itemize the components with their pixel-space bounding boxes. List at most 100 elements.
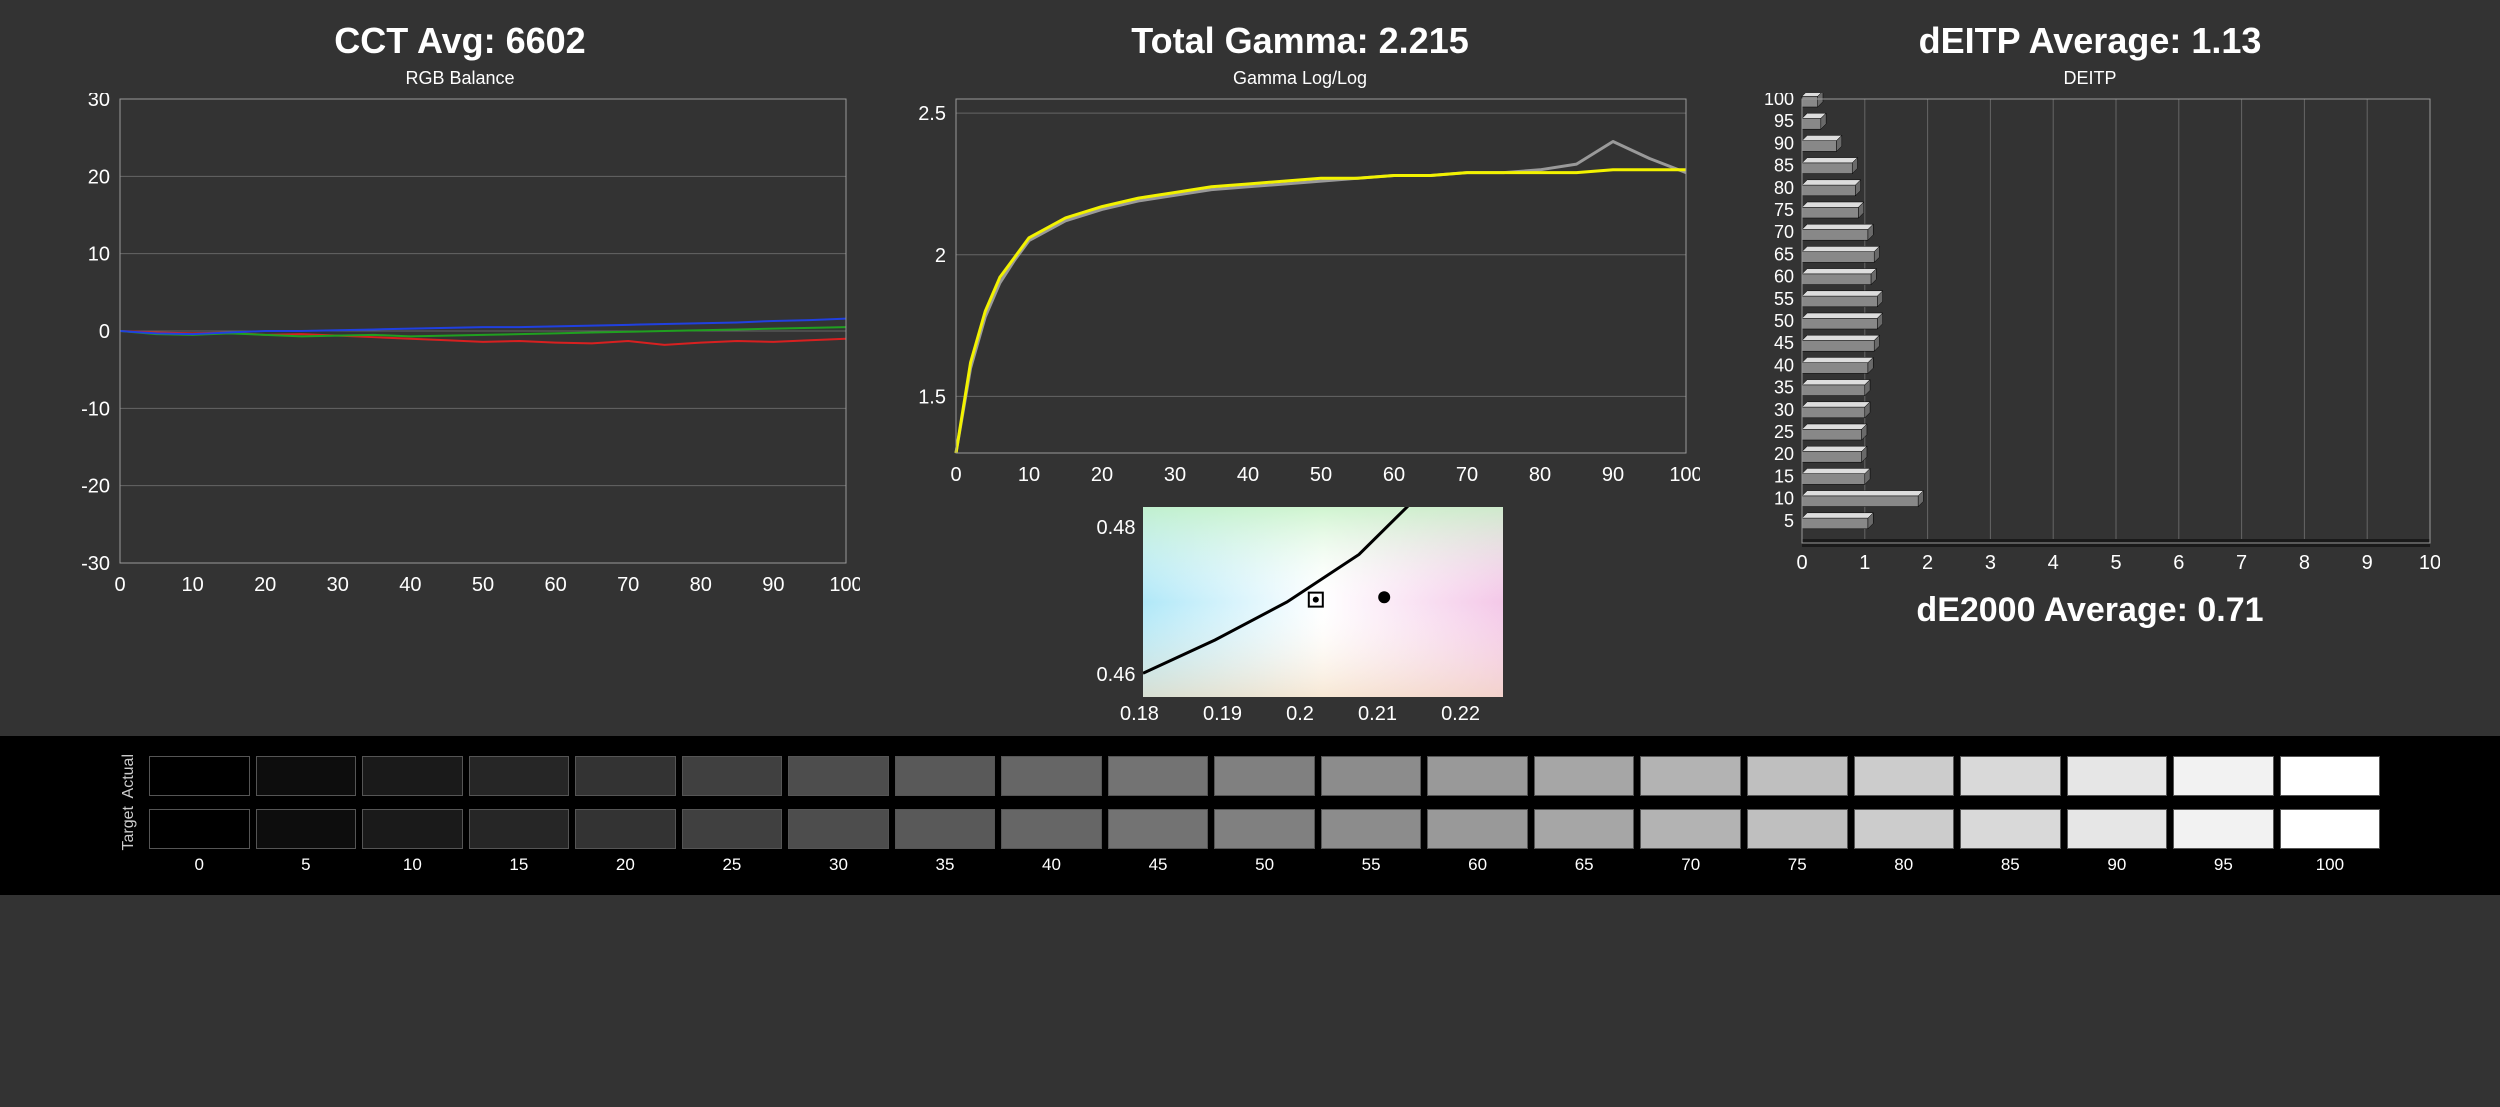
grayscale-stop-label: 60 bbox=[1427, 855, 1528, 875]
cie-xtick: 0.22 bbox=[1441, 703, 1480, 726]
grayscale-swatch-target bbox=[1534, 809, 1635, 849]
svg-text:20: 20 bbox=[1091, 464, 1113, 486]
grayscale-swatch-target bbox=[1640, 809, 1741, 849]
grayscale-swatch-target bbox=[1854, 809, 1955, 849]
rgb-balance-subtitle: RGB Balance bbox=[405, 68, 514, 89]
grayscale-stop-label: 75 bbox=[1747, 855, 1848, 875]
charts-row: CCT Avg: 6602 RGB Balance -30-20-1001020… bbox=[0, 0, 2500, 736]
svg-text:100: 100 bbox=[829, 574, 860, 596]
grayscale-stop-label: 10 bbox=[362, 855, 463, 875]
cie-panel: 0.480.46 0.180.190.20.210.22 bbox=[900, 493, 1700, 726]
svg-text:40: 40 bbox=[399, 574, 421, 596]
grayscale-stop-label: 40 bbox=[1001, 855, 1102, 875]
svg-text:8: 8 bbox=[2299, 552, 2310, 574]
cie-xtick: 0.21 bbox=[1358, 703, 1397, 726]
svg-text:10: 10 bbox=[88, 244, 110, 266]
grayscale-swatch-actual bbox=[1534, 756, 1635, 796]
grayscale-swatch-actual bbox=[788, 756, 889, 796]
grayscale-swatch-target bbox=[1427, 809, 1528, 849]
svg-text:20: 20 bbox=[88, 166, 110, 188]
svg-text:75: 75 bbox=[1774, 200, 1794, 220]
actual-row-label: Actual bbox=[120, 754, 144, 798]
grayscale-swatch-actual bbox=[1001, 756, 1102, 796]
grayscale-swatch-target bbox=[469, 809, 570, 849]
deitp-avg-title: dEITP Average: 1.13 bbox=[1919, 20, 2262, 62]
target-row-label: Target bbox=[120, 806, 144, 850]
grayscale-swatch-actual bbox=[575, 756, 676, 796]
grayscale-swatch-actual bbox=[469, 756, 570, 796]
cie-x-axis-labels: 0.180.190.20.210.22 bbox=[1120, 703, 1480, 726]
svg-text:90: 90 bbox=[762, 574, 784, 596]
gamma-subtitle: Gamma Log/Log bbox=[1233, 68, 1367, 89]
svg-text:60: 60 bbox=[544, 574, 566, 596]
grayscale-swatch-actual bbox=[2173, 756, 2274, 796]
grayscale-stop-label: 45 bbox=[1108, 855, 1209, 875]
svg-text:35: 35 bbox=[1774, 378, 1794, 398]
grayscale-stop-label: 70 bbox=[1640, 855, 1741, 875]
svg-text:0: 0 bbox=[99, 321, 110, 343]
svg-text:40: 40 bbox=[1237, 464, 1259, 486]
svg-text:65: 65 bbox=[1774, 244, 1794, 264]
deitp-panel: dEITP Average: 1.13 DEITP 01234567891051… bbox=[1740, 20, 2440, 726]
grayscale-swatch-actual bbox=[1854, 756, 1955, 796]
grayscale-swatch-actual bbox=[362, 756, 463, 796]
svg-text:50: 50 bbox=[1774, 311, 1794, 331]
rgb-balance-panel: CCT Avg: 6602 RGB Balance -30-20-1001020… bbox=[60, 20, 860, 726]
grayscale-actual-row: Actual bbox=[120, 754, 2380, 798]
svg-text:6: 6 bbox=[2173, 552, 2184, 574]
svg-text:30: 30 bbox=[1774, 400, 1794, 420]
svg-text:10: 10 bbox=[181, 574, 203, 596]
grayscale-swatch-target bbox=[1001, 809, 1102, 849]
grayscale-swatch-actual bbox=[1321, 756, 1422, 796]
svg-text:-20: -20 bbox=[81, 476, 110, 498]
svg-text:2.5: 2.5 bbox=[918, 103, 946, 125]
svg-text:100: 100 bbox=[1764, 93, 1794, 109]
grayscale-swatch-target bbox=[1214, 809, 1315, 849]
svg-text:2: 2 bbox=[935, 245, 946, 267]
grayscale-swatch-target bbox=[788, 809, 889, 849]
svg-text:10: 10 bbox=[1774, 489, 1794, 509]
svg-text:80: 80 bbox=[1529, 464, 1551, 486]
svg-text:80: 80 bbox=[690, 574, 712, 596]
cie-xtick: 0.2 bbox=[1286, 703, 1314, 726]
svg-text:4: 4 bbox=[2048, 552, 2059, 574]
grayscale-swatch-actual bbox=[1640, 756, 1741, 796]
svg-text:90: 90 bbox=[1774, 133, 1794, 153]
svg-text:60: 60 bbox=[1774, 267, 1794, 287]
svg-text:0: 0 bbox=[950, 464, 961, 486]
grayscale-swatch-target bbox=[2280, 809, 2381, 849]
svg-text:1: 1 bbox=[1859, 552, 1870, 574]
deitp-chart: 0123456789105101520253035404550556065707… bbox=[1740, 93, 2440, 583]
svg-text:45: 45 bbox=[1774, 333, 1794, 353]
grayscale-swatch-target bbox=[256, 809, 357, 849]
grayscale-stop-label: 95 bbox=[2173, 855, 2274, 875]
cct-avg-title: CCT Avg: 6602 bbox=[334, 20, 585, 62]
svg-text:-30: -30 bbox=[81, 553, 110, 575]
svg-text:70: 70 bbox=[617, 574, 639, 596]
svg-text:10: 10 bbox=[1018, 464, 1040, 486]
svg-text:25: 25 bbox=[1774, 422, 1794, 442]
gamma-chart: 1.522.50102030405060708090100 bbox=[900, 93, 1700, 493]
svg-text:55: 55 bbox=[1774, 289, 1794, 309]
grayscale-swatch-actual bbox=[2280, 756, 2381, 796]
cie-xtick: 0.18 bbox=[1120, 703, 1159, 726]
de2000-avg-title: dE2000 Average: 0.71 bbox=[1916, 591, 2263, 630]
grayscale-stop-label: 15 bbox=[469, 855, 570, 875]
grayscale-swatch-target bbox=[2173, 809, 2274, 849]
grayscale-swatch-actual bbox=[256, 756, 357, 796]
grayscale-swatch-actual bbox=[1960, 756, 2061, 796]
svg-text:85: 85 bbox=[1774, 156, 1794, 176]
grayscale-stop-labels: 0510152025303540455055606570758085909510… bbox=[149, 855, 2380, 875]
svg-text:7: 7 bbox=[2236, 552, 2247, 574]
svg-text:5: 5 bbox=[1784, 511, 1794, 531]
svg-text:2: 2 bbox=[1922, 552, 1933, 574]
grayscale-stop-label: 5 bbox=[256, 855, 357, 875]
grayscale-stop-label: 50 bbox=[1214, 855, 1315, 875]
grayscale-stop-label: 35 bbox=[895, 855, 996, 875]
deitp-subtitle: DEITP bbox=[2063, 68, 2116, 89]
cie-chart bbox=[1143, 507, 1503, 697]
grayscale-swatch-target bbox=[1960, 809, 2061, 849]
grayscale-swatch-actual bbox=[1747, 756, 1848, 796]
grayscale-stop-label: 20 bbox=[575, 855, 676, 875]
grayscale-strip: Actual Target 05101520253035404550556065… bbox=[0, 736, 2500, 895]
